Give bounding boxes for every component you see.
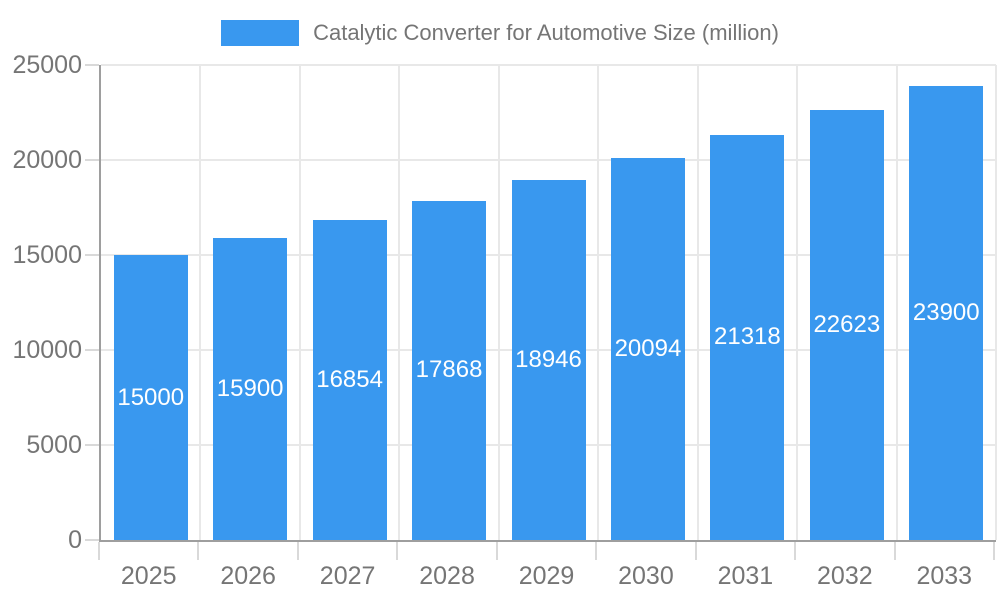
y-axis-tick — [85, 349, 99, 351]
x-axis-label: 2027 — [319, 562, 376, 590]
x-axis-tick — [694, 542, 697, 560]
y-axis-label: 15000 — [12, 241, 82, 269]
x-axis-label: 2025 — [120, 562, 177, 590]
bar-value-label: 15900 — [216, 374, 284, 402]
bar-value-label: 17868 — [415, 356, 483, 384]
y-axis-label: 5000 — [26, 431, 82, 459]
gridline-horizontal — [101, 159, 996, 161]
legend-label: Catalytic Converter for Automotive Size … — [313, 20, 779, 45]
y-axis-tick — [85, 539, 99, 541]
bar-value-label: 20094 — [614, 335, 682, 363]
x-axis-label: 2028 — [419, 562, 475, 590]
x-axis-tick — [197, 542, 200, 560]
y-axis-label: 0 — [68, 526, 82, 554]
y-axis-tick — [85, 254, 99, 256]
y-axis-label: 25000 — [12, 51, 82, 79]
x-axis-label: 2030 — [618, 562, 674, 590]
bar-2033[interactable]: 23900 — [909, 85, 984, 540]
bar-2032[interactable]: 22623 — [809, 110, 884, 540]
bar-2025[interactable]: 15000 — [113, 255, 188, 540]
bar-2030[interactable]: 20094 — [610, 158, 685, 540]
gridline-vertical — [696, 65, 699, 540]
y-axis-label: 10000 — [12, 336, 82, 364]
x-axis-tick — [98, 542, 100, 560]
bar-2029[interactable]: 18946 — [511, 180, 586, 540]
x-axis-tick — [296, 542, 299, 560]
y-axis-tick — [85, 444, 99, 446]
x-axis-tick — [893, 542, 896, 560]
gridline-vertical — [199, 65, 202, 540]
x-axis-tick — [495, 542, 498, 560]
x-axis-tick — [794, 542, 797, 560]
gridline-vertical — [398, 65, 401, 540]
x-axis-label: 2032 — [817, 562, 873, 590]
gridline-vertical — [497, 65, 500, 540]
gridline-vertical — [796, 65, 799, 540]
plot-area: 15000 15900 16854 17868 18946 20094 21318 22623… — [99, 64, 997, 542]
bar-value-label: 23900 — [912, 298, 980, 326]
bar-2027[interactable]: 16854 — [312, 219, 387, 540]
gridline-vertical — [995, 65, 997, 540]
x-axis-label: 2031 — [717, 562, 774, 590]
x-axis-tick — [396, 542, 399, 560]
y-axis-tick — [85, 159, 99, 161]
gridline-vertical — [298, 65, 301, 540]
gridline-vertical — [895, 65, 898, 540]
legend-swatch — [221, 20, 300, 46]
gridline-horizontal — [101, 64, 996, 66]
y-axis-tick — [85, 64, 99, 66]
bar-2026[interactable]: 15900 — [213, 237, 288, 540]
x-axis-tick — [595, 542, 598, 560]
x-axis-label: 2026 — [220, 562, 276, 590]
chart-legend[interactable]: Catalytic Converter for Automotive Size … — [0, 18, 1000, 48]
bar-value-label: 21318 — [714, 323, 781, 351]
bar-2028[interactable]: 17868 — [412, 200, 487, 540]
bar-2031[interactable]: 21318 — [710, 134, 785, 540]
bar-value-label: 22623 — [813, 311, 881, 339]
x-axis-tick — [993, 542, 995, 560]
bar-value-label: 16854 — [316, 365, 383, 393]
x-axis-label: 2029 — [518, 562, 575, 590]
y-axis-label: 20000 — [12, 146, 82, 174]
x-axis-label: 2033 — [916, 562, 973, 590]
bar-value-label: 15000 — [117, 383, 185, 411]
gridline-vertical — [597, 65, 600, 540]
bar-value-label: 18946 — [515, 346, 582, 373]
